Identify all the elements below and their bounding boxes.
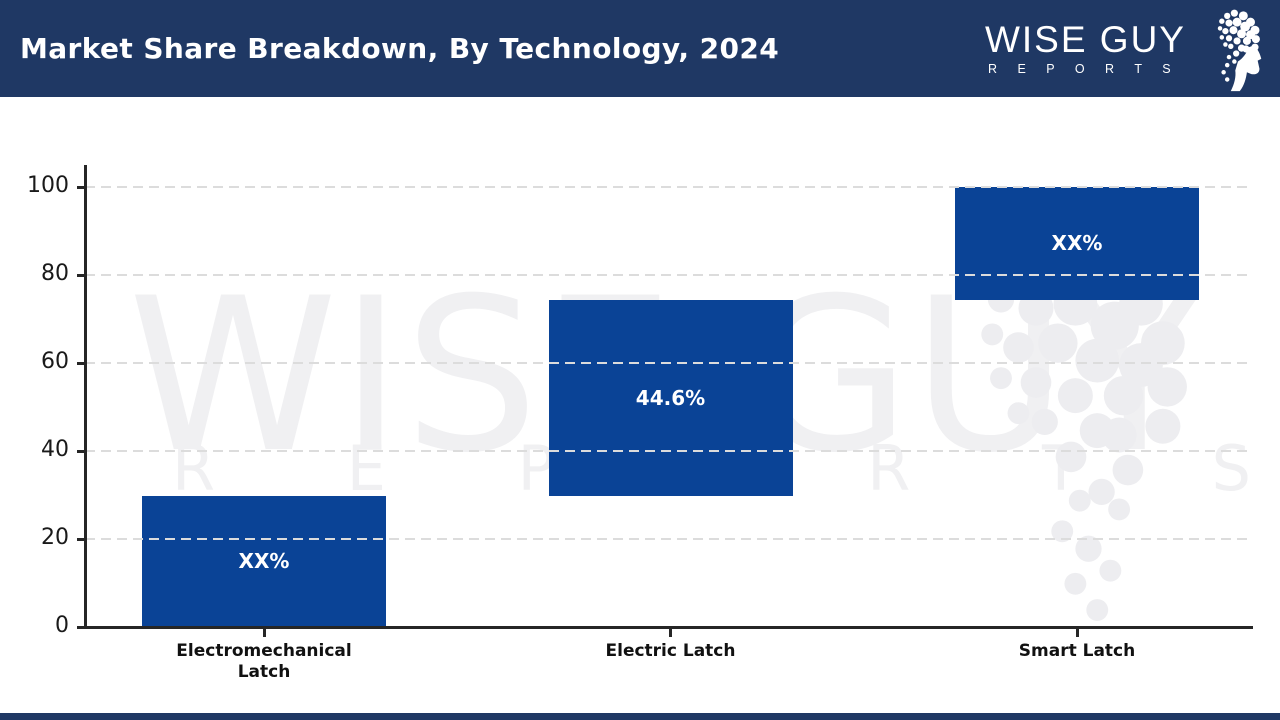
- gridline-y-100: [85, 186, 1253, 188]
- gridline-y-40: [85, 450, 1253, 452]
- x-category-label-2: Smart Latch: [1018, 641, 1136, 661]
- chart-title: Market Share Breakdown, By Technology, 2…: [20, 32, 780, 65]
- x-category-label-1: Electric Latch: [605, 641, 736, 661]
- y-tick-label-0: 0: [55, 613, 69, 638]
- bar-smart-latch: XX%: [955, 187, 1199, 300]
- brand-logo: WISE GUY R E P O R T S: [985, 6, 1280, 92]
- gridline-y-20: [85, 538, 1253, 540]
- gridline-y-80: [85, 274, 1253, 276]
- y-tick-mark-20: [77, 537, 85, 541]
- y-tick-mark-60: [77, 361, 85, 365]
- bar-value-label-smart-latch: XX%: [1051, 231, 1103, 256]
- footer-bar: [0, 713, 1280, 720]
- gridline-y-60: [85, 362, 1253, 364]
- brand-logo-text: WISE GUY R E P O R T S: [985, 21, 1186, 76]
- y-tick-label-20: 20: [41, 525, 69, 550]
- y-tick-label-80: 80: [41, 261, 69, 286]
- x-axis-line: [83, 625, 1253, 629]
- bar-value-label-electric-latch: 44.6%: [635, 385, 706, 410]
- y-tick-mark-0: [77, 625, 85, 629]
- bar-value-label-electromechanical-latch: XX%: [238, 549, 290, 574]
- y-tick-label-100: 100: [27, 173, 69, 198]
- x-tick-mark-1: [669, 628, 672, 637]
- y-axis-line: [83, 165, 87, 629]
- brand-head-icon: [1217, 9, 1262, 91]
- x-category-label-0: Electromechanical Latch: [176, 641, 352, 683]
- y-tick-mark-80: [77, 273, 85, 277]
- y-tick-mark-100: [77, 185, 85, 189]
- x-tick-mark-0: [262, 628, 266, 637]
- y-tick-label-40: 40: [41, 437, 69, 462]
- x-tick-mark-2: [1075, 628, 1079, 637]
- bar-electric-latch: 44.6%: [548, 299, 793, 496]
- header-bar: Market Share Breakdown, By Technology, 2…: [0, 0, 1280, 97]
- y-tick-label-60: 60: [41, 349, 69, 374]
- bar-electromechanical-latch: XX%: [142, 495, 386, 627]
- brand-name: WISE GUY: [984, 19, 1186, 60]
- y-tick-mark-40: [77, 449, 85, 453]
- brand-subtitle: R E P O R T S: [987, 62, 1180, 76]
